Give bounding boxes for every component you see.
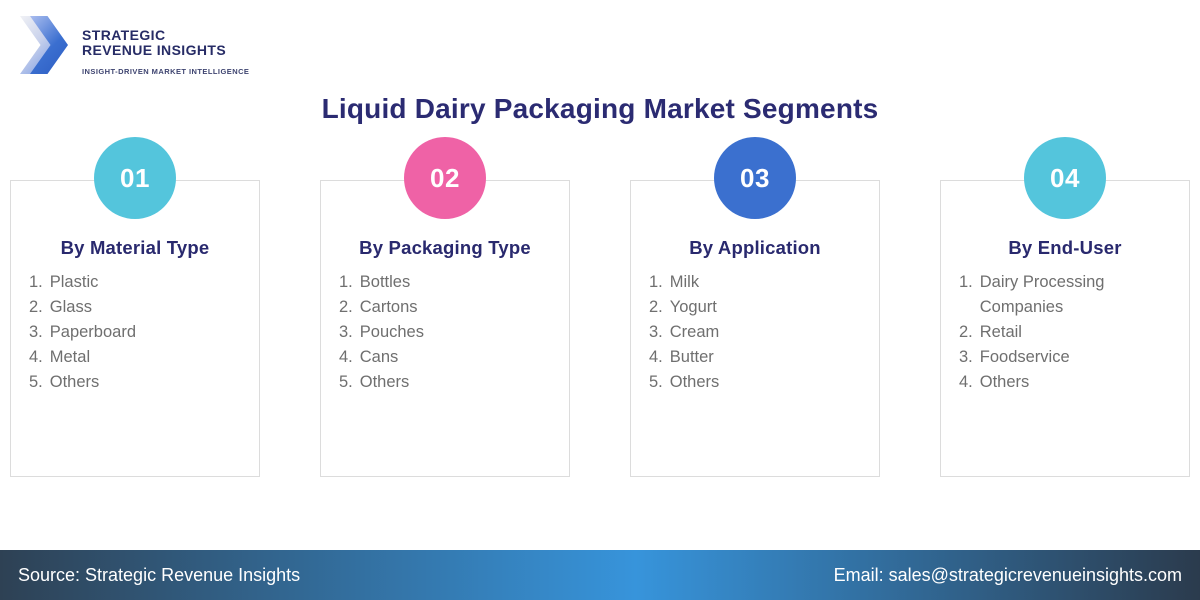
list-item-label: Metal — [49, 348, 91, 366]
segment-heading: By End-User — [1008, 237, 1122, 258]
list-item-number: 1. — [959, 273, 973, 291]
list-item-label: Glass — [49, 298, 92, 316]
list-item: 3. Cream — [649, 320, 863, 345]
list-item-label: Cans — [359, 348, 399, 366]
list-item: 4. Cans — [339, 345, 553, 370]
list-item: 2. Yogurt — [649, 295, 863, 320]
list-item-number: 2. — [959, 323, 973, 341]
list-item-number: 1. — [29, 273, 43, 291]
list-item: 2. Cartons — [339, 295, 553, 320]
segment-card: By Packaging Type 1. Bottles 2. Cartons 3. Po… — [320, 180, 570, 477]
segment-heading: By Material Type — [60, 237, 210, 258]
segment-item-list: 1. Plastic 2. Glass 3. Paperboard 4. Metal 5. Oth… — [27, 270, 243, 395]
list-item: 4. Butter — [649, 345, 863, 370]
list-item-label: Butter — [669, 348, 714, 366]
brand-logo: STRATEGIC REVENUE INSIGHTS INSIGHT-DRIVE… — [20, 16, 249, 76]
brand-name-line2: REVENUE INSIGHTS — [82, 42, 227, 59]
list-item-label: Plastic — [49, 273, 99, 291]
list-item: 5. Others — [339, 370, 553, 395]
footer-email-text: Email: sales@strategicrevenueinsights.co… — [833, 564, 1182, 585]
list-item-number: 3. — [649, 323, 663, 341]
list-item-label: Pouches — [359, 323, 424, 341]
list-item-label: Others — [49, 373, 100, 391]
brand-tagline: INSIGHT-DRIVEN MARKET INTELLIGENCE — [82, 67, 250, 77]
list-item-label: Dairy Processing Companies — [979, 273, 1105, 316]
segment-card: By Application 1. Milk 2. Yogurt 3. Cream 4. Bu… — [630, 180, 880, 477]
list-item-number: 3. — [339, 323, 353, 341]
segment-column: 02 By Packaging Type 1. Bottles 2. Cartons 3… — [320, 137, 570, 477]
list-item: 5. Others — [649, 370, 863, 395]
list-item-label: Bottles — [359, 273, 411, 291]
segment-column: 03 By Application 1. Milk 2. Yogurt 3. Cream 4… — [630, 137, 880, 477]
footer-bar: Source: Strategic Revenue Insights Email… — [0, 550, 1200, 600]
list-item-label: Paperboard — [49, 323, 136, 341]
list-item-number: 5. — [29, 373, 43, 391]
list-item-label: Cream — [669, 323, 720, 341]
list-item-number: 4. — [959, 373, 973, 391]
segment-columns: 01 By Material Type 1. Plastic 2. Glass 3. Pa… — [10, 137, 1190, 477]
segment-column: 04 By End-User 1. Dairy Processing Compan… — [940, 137, 1190, 477]
page-title: Liquid Dairy Packaging Market Segments — [321, 93, 879, 124]
list-item-label: Others — [359, 373, 410, 391]
list-item-number: 1. — [339, 273, 353, 291]
list-item-number: 2. — [29, 298, 43, 316]
list-item: 3. Foodservice — [959, 345, 1173, 370]
list-item: 4. Others — [959, 370, 1173, 395]
list-item: 3. Pouches — [339, 320, 553, 345]
brand-name-line1: STRATEGIC — [82, 27, 166, 43]
list-item-label: Others — [979, 373, 1030, 391]
list-item: 2. Retail — [959, 320, 1173, 345]
list-item-label: Milk — [669, 273, 700, 291]
list-item-number: 3. — [29, 323, 43, 341]
segment-heading: By Packaging Type — [359, 237, 531, 258]
footer-source-text: Source: Strategic Revenue Insights — [18, 564, 301, 585]
list-item: 5. Others — [29, 370, 243, 395]
list-item-number: 4. — [649, 348, 663, 366]
segment-card: By Material Type 1. Plastic 2. Glass 3. Paper… — [10, 180, 260, 477]
list-item: 1. Bottles — [339, 270, 553, 295]
segment-card: By End-User 1. Dairy Processing Companies… — [940, 180, 1190, 477]
segment-column: 01 By Material Type 1. Plastic 2. Glass 3. Pa… — [10, 137, 260, 477]
list-item: 4. Metal — [29, 345, 243, 370]
list-item-number: 4. — [29, 348, 43, 366]
segment-number-badge: 04 — [1024, 137, 1106, 219]
list-item: 2. Glass — [29, 295, 243, 320]
list-item-label: Cartons — [359, 298, 418, 316]
list-item-label: Foodservice — [979, 348, 1070, 366]
segment-item-list: 1. Dairy Processing Companies 2. Retail 3. Fo… — [957, 270, 1173, 395]
list-item: 3. Paperboard — [29, 320, 243, 345]
list-item: 1. Plastic — [29, 270, 243, 295]
list-item-number: 4. — [339, 348, 353, 366]
list-item-label: Others — [669, 373, 720, 391]
list-item-number: 5. — [339, 373, 353, 391]
segment-number-badge: 02 — [404, 137, 486, 219]
list-item-label: Retail — [979, 323, 1022, 341]
brand-text: STRATEGIC REVENUE INSIGHTS INSIGHT-DRIVE… — [82, 16, 249, 76]
segment-heading: By Application — [689, 237, 821, 258]
chevron-arrow-icon — [20, 16, 68, 74]
segment-number-badge: 03 — [714, 137, 796, 219]
list-item-number: 5. — [649, 373, 663, 391]
segment-number-badge: 01 — [94, 137, 176, 219]
list-item-number: 2. — [649, 298, 663, 316]
list-item-number: 1. — [649, 273, 663, 291]
list-item-label: Yogurt — [669, 298, 717, 316]
list-item: 1. Milk — [649, 270, 863, 295]
list-item-number: 3. — [959, 348, 973, 366]
list-item-number: 2. — [339, 298, 353, 316]
segment-item-list: 1. Milk 2. Yogurt 3. Cream 4. Butter 5. Others — [647, 270, 863, 395]
list-item: 1. Dairy Processing Companies — [959, 270, 1173, 320]
segment-item-list: 1. Bottles 2. Cartons 3. Pouches 4. Cans 5. Other… — [337, 270, 553, 395]
